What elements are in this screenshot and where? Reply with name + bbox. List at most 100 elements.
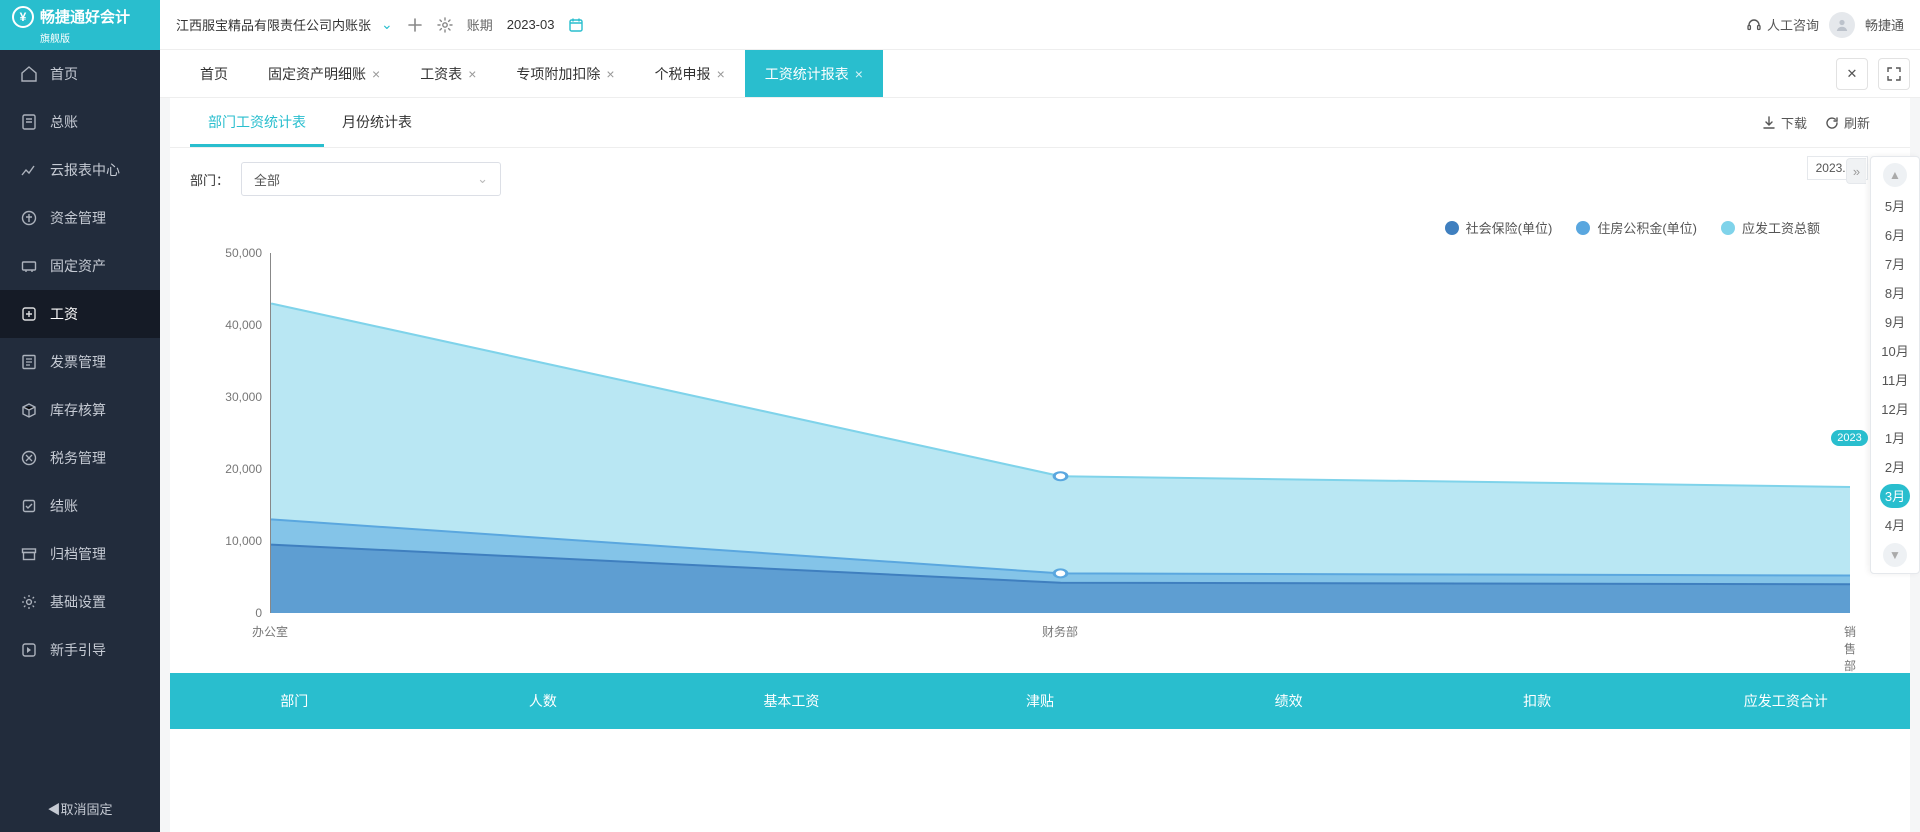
month-rail-collapse[interactable]: »: [1846, 158, 1866, 184]
y-tick: 0: [255, 606, 262, 620]
month-rail-item[interactable]: 11月: [1881, 365, 1908, 394]
support-link[interactable]: 人工咨询: [1746, 15, 1819, 34]
sidebar-item-label: 资金管理: [50, 208, 106, 228]
tab[interactable]: 工资统计报表×: [745, 50, 883, 97]
table-column-header: 应发工资合计: [1661, 691, 1910, 711]
settings-icon: [20, 593, 38, 611]
sidebar-item-label: 发票管理: [50, 352, 106, 372]
user-name: 畅捷通: [1865, 15, 1904, 34]
refresh-button[interactable]: 刷新: [1825, 113, 1870, 132]
chevron-down-icon: ⌄: [477, 171, 488, 187]
brand-name: 畅捷通好会计: [40, 6, 130, 27]
sidebar: ¥ 畅捷通好会计 旗舰版 首页总账云报表中心资金管理固定资产工资发票管理库存核算…: [0, 0, 160, 832]
avatar[interactable]: [1829, 12, 1855, 38]
sidebar-item-invoice[interactable]: 发票管理: [0, 338, 160, 386]
month-rail-item[interactable]: 9月: [1881, 307, 1908, 336]
download-label: 下载: [1781, 113, 1807, 132]
sidebar-item-ledger[interactable]: 总账: [0, 98, 160, 146]
tab[interactable]: 固定资产明细账×: [248, 50, 400, 97]
sidebar-item-label: 首页: [50, 64, 78, 84]
add-icon[interactable]: [407, 17, 423, 33]
subtab[interactable]: 部门工资统计表: [190, 98, 324, 147]
stock-icon: [20, 401, 38, 419]
month-rail-item[interactable]: 6月: [1881, 220, 1908, 249]
dept-select[interactable]: 全部 ⌄: [241, 162, 501, 196]
company-selector[interactable]: 江西服宝精品有限责任公司内账张 ⌄: [176, 15, 393, 34]
sidebar-item-label: 工资: [50, 304, 78, 324]
tab[interactable]: 个税申报 ×: [635, 50, 745, 97]
month-rail-item[interactable]: 8月: [1881, 278, 1908, 307]
sidebar-item-salary[interactable]: 工资: [0, 290, 160, 338]
sidebar-item-fund[interactable]: 资金管理: [0, 194, 160, 242]
sidebar-item-close[interactable]: 结账: [0, 482, 160, 530]
tab[interactable]: 首页: [180, 50, 248, 97]
y-tick: 50,000: [225, 246, 262, 260]
y-tick: 10,000: [225, 534, 262, 548]
period-value: 2023-03: [507, 17, 555, 32]
salary-chart: 010,00020,00030,00040,00050,000 办公室财务部销售…: [200, 253, 1880, 643]
gear-icon[interactable]: [437, 17, 453, 33]
download-button[interactable]: 下载: [1762, 113, 1807, 132]
calendar-icon[interactable]: [568, 17, 584, 33]
sidebar-item-guide[interactable]: 新手引导: [0, 626, 160, 674]
sidebar-item-label: 固定资产: [50, 256, 106, 276]
month-rail-up[interactable]: ▲: [1883, 163, 1907, 187]
sidebar-item-settings[interactable]: 基础设置: [0, 578, 160, 626]
month-rail-item[interactable]: 3月: [1881, 481, 1908, 510]
month-rail-item[interactable]: 10月: [1881, 336, 1908, 365]
y-tick: 20,000: [225, 462, 262, 476]
month-rail-year-tag: 2023: [1831, 430, 1867, 446]
x-tick: 办公室: [252, 623, 288, 640]
sidebar-item-label: 库存核算: [50, 400, 106, 420]
sidebar-item-archive[interactable]: 归档管理: [0, 530, 160, 578]
sidebar-item-home[interactable]: 首页: [0, 50, 160, 98]
month-rail-item[interactable]: 12月: [1881, 394, 1908, 423]
close-icon[interactable]: ×: [468, 66, 476, 82]
table-column-header: 部门: [170, 691, 419, 711]
month-rail-item[interactable]: 1月2023: [1881, 423, 1908, 452]
x-tick: 销售部: [1844, 623, 1856, 674]
filter-row: 部门： 全部 ⌄: [170, 148, 1910, 210]
month-rail-item[interactable]: 5月: [1881, 191, 1908, 220]
asset-icon: [20, 257, 38, 275]
legend-item[interactable]: 住房公积金(单位): [1576, 218, 1697, 237]
sidebar-item-label: 基础设置: [50, 592, 106, 612]
subtab[interactable]: 月份统计表: [324, 98, 430, 147]
close-icon[interactable]: ×: [372, 66, 380, 82]
legend-label: 社会保险(单位): [1466, 218, 1553, 237]
legend-item[interactable]: 社会保险(单位): [1445, 218, 1553, 237]
fullscreen-button[interactable]: [1878, 58, 1910, 90]
sidebar-item-label: 云报表中心: [50, 160, 120, 180]
close-icon[interactable]: ×: [717, 66, 725, 82]
support-label: 人工咨询: [1767, 15, 1819, 34]
fund-icon: [20, 209, 38, 227]
legend-item[interactable]: 应发工资总额: [1721, 218, 1820, 237]
content-panel: 部门工资统计表月份统计表 下载 刷新 部门： 全部 ⌄: [170, 98, 1910, 832]
sidebar-item-asset[interactable]: 固定资产: [0, 242, 160, 290]
sidebar-item-label: 总账: [50, 112, 78, 132]
sidebar-item-tax[interactable]: 税务管理: [0, 434, 160, 482]
ledger-icon: [20, 113, 38, 131]
month-rail-down[interactable]: ▼: [1883, 543, 1907, 567]
y-tick: 40,000: [225, 318, 262, 332]
tax-icon: [20, 449, 38, 467]
sub-tabs: 部门工资统计表月份统计表 下载 刷新: [170, 98, 1910, 148]
month-rail-item[interactable]: 7月: [1881, 249, 1908, 278]
sidebar-item-report[interactable]: 云报表中心: [0, 146, 160, 194]
close-icon[interactable]: ×: [606, 66, 614, 82]
brand-edition: 旗舰版: [40, 30, 160, 45]
close-icon[interactable]: ×: [855, 66, 863, 82]
tab[interactable]: 专项附加扣除×: [496, 50, 634, 97]
sidebar-pin-toggle[interactable]: ◀取消固定: [0, 785, 160, 832]
invoice-icon: [20, 353, 38, 371]
table-column-header: 绩效: [1164, 691, 1413, 711]
tab[interactable]: 工资表×: [400, 50, 496, 97]
tab-label: 个税申报: [655, 64, 711, 84]
table-column-header: 扣款: [1413, 691, 1662, 711]
sidebar-item-stock[interactable]: 库存核算: [0, 386, 160, 434]
month-rail-item[interactable]: 2月: [1881, 452, 1908, 481]
legend-label: 应发工资总额: [1742, 218, 1820, 237]
close-all-tabs-button[interactable]: ✕: [1836, 58, 1868, 90]
x-tick: 财务部: [1042, 623, 1078, 640]
month-rail-item[interactable]: 4月: [1881, 510, 1908, 539]
